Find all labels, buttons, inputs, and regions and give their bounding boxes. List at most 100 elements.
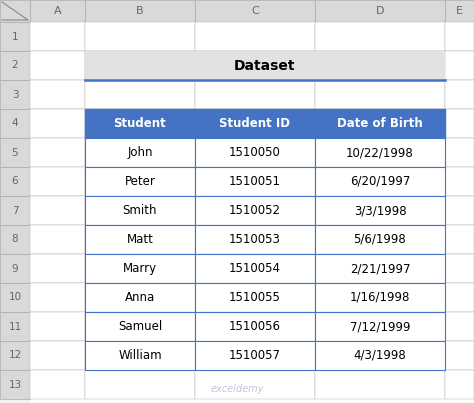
- FancyBboxPatch shape: [30, 370, 85, 399]
- FancyBboxPatch shape: [315, 341, 445, 370]
- FancyBboxPatch shape: [445, 22, 474, 51]
- Text: 2/21/1997: 2/21/1997: [350, 262, 410, 275]
- Text: Peter: Peter: [125, 175, 155, 188]
- Text: 1510055: 1510055: [229, 291, 281, 304]
- Text: 1510052: 1510052: [229, 204, 281, 217]
- FancyBboxPatch shape: [195, 196, 315, 225]
- FancyBboxPatch shape: [445, 80, 474, 109]
- FancyBboxPatch shape: [445, 312, 474, 341]
- FancyBboxPatch shape: [315, 109, 445, 138]
- FancyBboxPatch shape: [315, 0, 445, 22]
- Text: 1510056: 1510056: [229, 320, 281, 333]
- Text: 7/12/1999: 7/12/1999: [350, 320, 410, 333]
- Text: E: E: [456, 6, 463, 16]
- FancyBboxPatch shape: [195, 283, 315, 312]
- FancyBboxPatch shape: [195, 370, 315, 399]
- FancyBboxPatch shape: [195, 254, 315, 283]
- FancyBboxPatch shape: [85, 312, 195, 341]
- FancyBboxPatch shape: [30, 0, 85, 22]
- Text: 3: 3: [12, 89, 18, 100]
- FancyBboxPatch shape: [445, 341, 474, 370]
- Text: Marry: Marry: [123, 262, 157, 275]
- FancyBboxPatch shape: [30, 51, 85, 80]
- FancyBboxPatch shape: [315, 225, 445, 254]
- FancyBboxPatch shape: [195, 80, 315, 109]
- Text: 4/3/1998: 4/3/1998: [354, 349, 406, 362]
- Text: 10: 10: [9, 293, 21, 303]
- FancyBboxPatch shape: [195, 22, 315, 51]
- FancyBboxPatch shape: [445, 196, 474, 225]
- FancyBboxPatch shape: [315, 341, 445, 370]
- FancyBboxPatch shape: [195, 225, 315, 254]
- Text: 1: 1: [12, 31, 18, 42]
- FancyBboxPatch shape: [315, 109, 445, 138]
- FancyBboxPatch shape: [85, 254, 195, 283]
- FancyBboxPatch shape: [445, 51, 474, 80]
- FancyBboxPatch shape: [30, 22, 85, 51]
- FancyBboxPatch shape: [30, 22, 474, 403]
- FancyBboxPatch shape: [0, 225, 30, 254]
- Text: 2: 2: [12, 60, 18, 71]
- FancyBboxPatch shape: [315, 196, 445, 225]
- FancyBboxPatch shape: [445, 109, 474, 138]
- FancyBboxPatch shape: [85, 312, 195, 341]
- Text: William: William: [118, 349, 162, 362]
- FancyBboxPatch shape: [195, 138, 315, 167]
- FancyBboxPatch shape: [195, 109, 315, 138]
- FancyBboxPatch shape: [195, 225, 315, 254]
- Text: 5: 5: [12, 147, 18, 158]
- FancyBboxPatch shape: [195, 0, 315, 22]
- FancyBboxPatch shape: [85, 138, 195, 167]
- FancyBboxPatch shape: [315, 80, 445, 109]
- FancyBboxPatch shape: [30, 167, 85, 196]
- FancyBboxPatch shape: [445, 225, 474, 254]
- FancyBboxPatch shape: [445, 167, 474, 196]
- FancyBboxPatch shape: [315, 167, 445, 196]
- FancyBboxPatch shape: [0, 341, 30, 370]
- FancyBboxPatch shape: [85, 196, 195, 225]
- FancyBboxPatch shape: [315, 283, 445, 312]
- Text: 8: 8: [12, 235, 18, 245]
- Text: 11: 11: [9, 322, 22, 332]
- Text: 6/20/1997: 6/20/1997: [350, 175, 410, 188]
- FancyBboxPatch shape: [195, 109, 315, 138]
- FancyBboxPatch shape: [30, 254, 85, 283]
- Text: A: A: [54, 6, 61, 16]
- FancyBboxPatch shape: [30, 80, 85, 109]
- FancyBboxPatch shape: [315, 283, 445, 312]
- FancyBboxPatch shape: [0, 370, 30, 399]
- FancyBboxPatch shape: [315, 312, 445, 341]
- FancyBboxPatch shape: [195, 138, 315, 167]
- Text: Samuel: Samuel: [118, 320, 162, 333]
- FancyBboxPatch shape: [315, 51, 445, 80]
- FancyBboxPatch shape: [315, 138, 445, 167]
- FancyBboxPatch shape: [315, 312, 445, 341]
- Text: 1510057: 1510057: [229, 349, 281, 362]
- Text: B: B: [136, 6, 144, 16]
- FancyBboxPatch shape: [445, 254, 474, 283]
- FancyBboxPatch shape: [85, 80, 195, 109]
- FancyBboxPatch shape: [30, 283, 85, 312]
- FancyBboxPatch shape: [0, 80, 30, 109]
- Text: Dataset: Dataset: [234, 58, 296, 73]
- FancyBboxPatch shape: [85, 167, 195, 196]
- Text: Student: Student: [114, 117, 166, 130]
- Text: 1510050: 1510050: [229, 146, 281, 159]
- FancyBboxPatch shape: [0, 51, 30, 80]
- FancyBboxPatch shape: [195, 341, 315, 370]
- Text: D: D: [376, 6, 384, 16]
- FancyBboxPatch shape: [315, 254, 445, 283]
- FancyBboxPatch shape: [85, 341, 195, 370]
- Text: C: C: [251, 6, 259, 16]
- FancyBboxPatch shape: [85, 370, 195, 399]
- FancyBboxPatch shape: [85, 138, 195, 167]
- Text: Matt: Matt: [127, 233, 154, 246]
- FancyBboxPatch shape: [30, 341, 85, 370]
- Text: 10/22/1998: 10/22/1998: [346, 146, 414, 159]
- FancyBboxPatch shape: [315, 22, 445, 51]
- FancyBboxPatch shape: [30, 225, 85, 254]
- Text: Anna: Anna: [125, 291, 155, 304]
- Text: Smith: Smith: [123, 204, 157, 217]
- FancyBboxPatch shape: [30, 138, 85, 167]
- FancyBboxPatch shape: [195, 312, 315, 341]
